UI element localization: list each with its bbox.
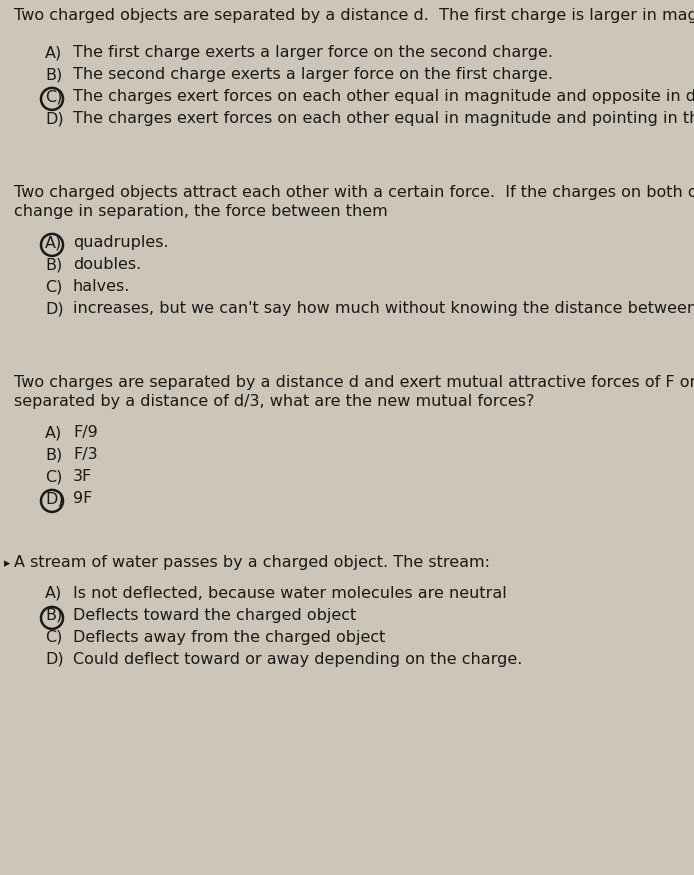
Text: D): D) [45,491,64,506]
Text: change in separation, the force between them: change in separation, the force between … [14,204,388,219]
Text: F/3: F/3 [73,447,98,462]
Text: D): D) [45,111,64,126]
Text: ▸: ▸ [4,557,10,570]
Text: A stream of water passes by a charged object. The stream:: A stream of water passes by a charged ob… [14,555,490,570]
Text: 3F: 3F [73,469,92,484]
Text: C): C) [45,279,62,294]
Text: B): B) [45,608,62,623]
Text: halves.: halves. [73,279,130,294]
Text: A): A) [45,586,62,601]
Text: A): A) [45,45,62,60]
Text: Could deflect toward or away depending on the charge.: Could deflect toward or away depending o… [73,652,523,667]
Text: The charges exert forces on each other equal in magnitude and opposite in direct: The charges exert forces on each other e… [73,89,694,104]
Text: The first charge exerts a larger force on the second charge.: The first charge exerts a larger force o… [73,45,553,60]
Text: B): B) [45,67,62,82]
Text: C): C) [45,469,62,484]
Text: B): B) [45,447,62,462]
Text: The second charge exerts a larger force on the first charge.: The second charge exerts a larger force … [73,67,553,82]
Text: doubles.: doubles. [73,257,142,272]
Text: 9F: 9F [73,491,92,506]
Text: C): C) [45,630,62,645]
Text: Two charged objects are separated by a distance d.  The first charge is larger i: Two charged objects are separated by a d… [14,8,694,23]
Text: Deflects toward the charged object: Deflects toward the charged object [73,608,356,623]
Text: The charges exert forces on each other equal in magnitude and pointing in the sa: The charges exert forces on each other e… [73,111,694,126]
Text: D): D) [45,301,64,316]
Text: F/9: F/9 [73,425,98,440]
Text: Two charged objects attract each other with a certain force.  If the charges on : Two charged objects attract each other w… [14,185,694,200]
Text: A): A) [45,235,62,250]
Text: Deflects away from the charged object: Deflects away from the charged object [73,630,385,645]
Text: B): B) [45,257,62,272]
Text: Two charges are separated by a distance d and exert mutual attractive forces of : Two charges are separated by a distance … [14,375,694,390]
Text: A): A) [45,425,62,440]
Text: separated by a distance of d/3, what are the new mutual forces?: separated by a distance of d/3, what are… [14,394,534,409]
Text: D): D) [45,652,64,667]
Text: increases, but we can't say how much without knowing the distance between them.: increases, but we can't say how much wit… [73,301,694,316]
Text: quadruples.: quadruples. [73,235,169,250]
Text: Is not deflected, because water molecules are neutral: Is not deflected, because water molecule… [73,586,507,601]
Text: C): C) [45,89,62,104]
